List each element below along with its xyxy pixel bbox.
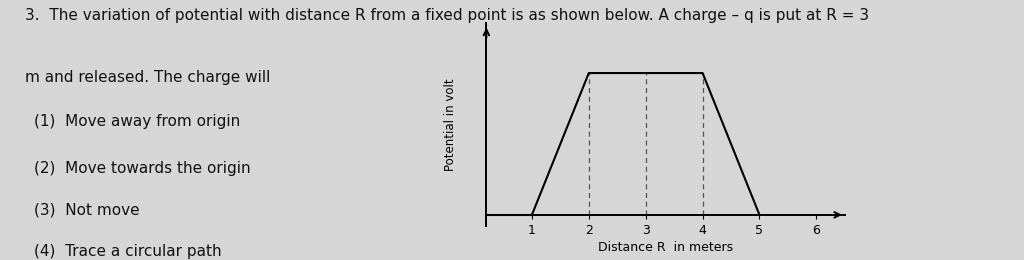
Text: (4)  Trace a circular path: (4) Trace a circular path xyxy=(35,244,222,259)
Text: Potential in volt: Potential in volt xyxy=(444,79,457,171)
Text: m and released. The charge will: m and released. The charge will xyxy=(25,70,270,85)
Text: (3)  Not move: (3) Not move xyxy=(35,203,140,218)
Text: 3.  The variation of potential with distance R from a fixed point is as shown be: 3. The variation of potential with dista… xyxy=(25,8,868,23)
Text: (1)  Move away from origin: (1) Move away from origin xyxy=(35,114,241,129)
Text: (2)  Move towards the origin: (2) Move towards the origin xyxy=(35,161,251,176)
X-axis label: Distance R  in meters: Distance R in meters xyxy=(598,241,733,254)
